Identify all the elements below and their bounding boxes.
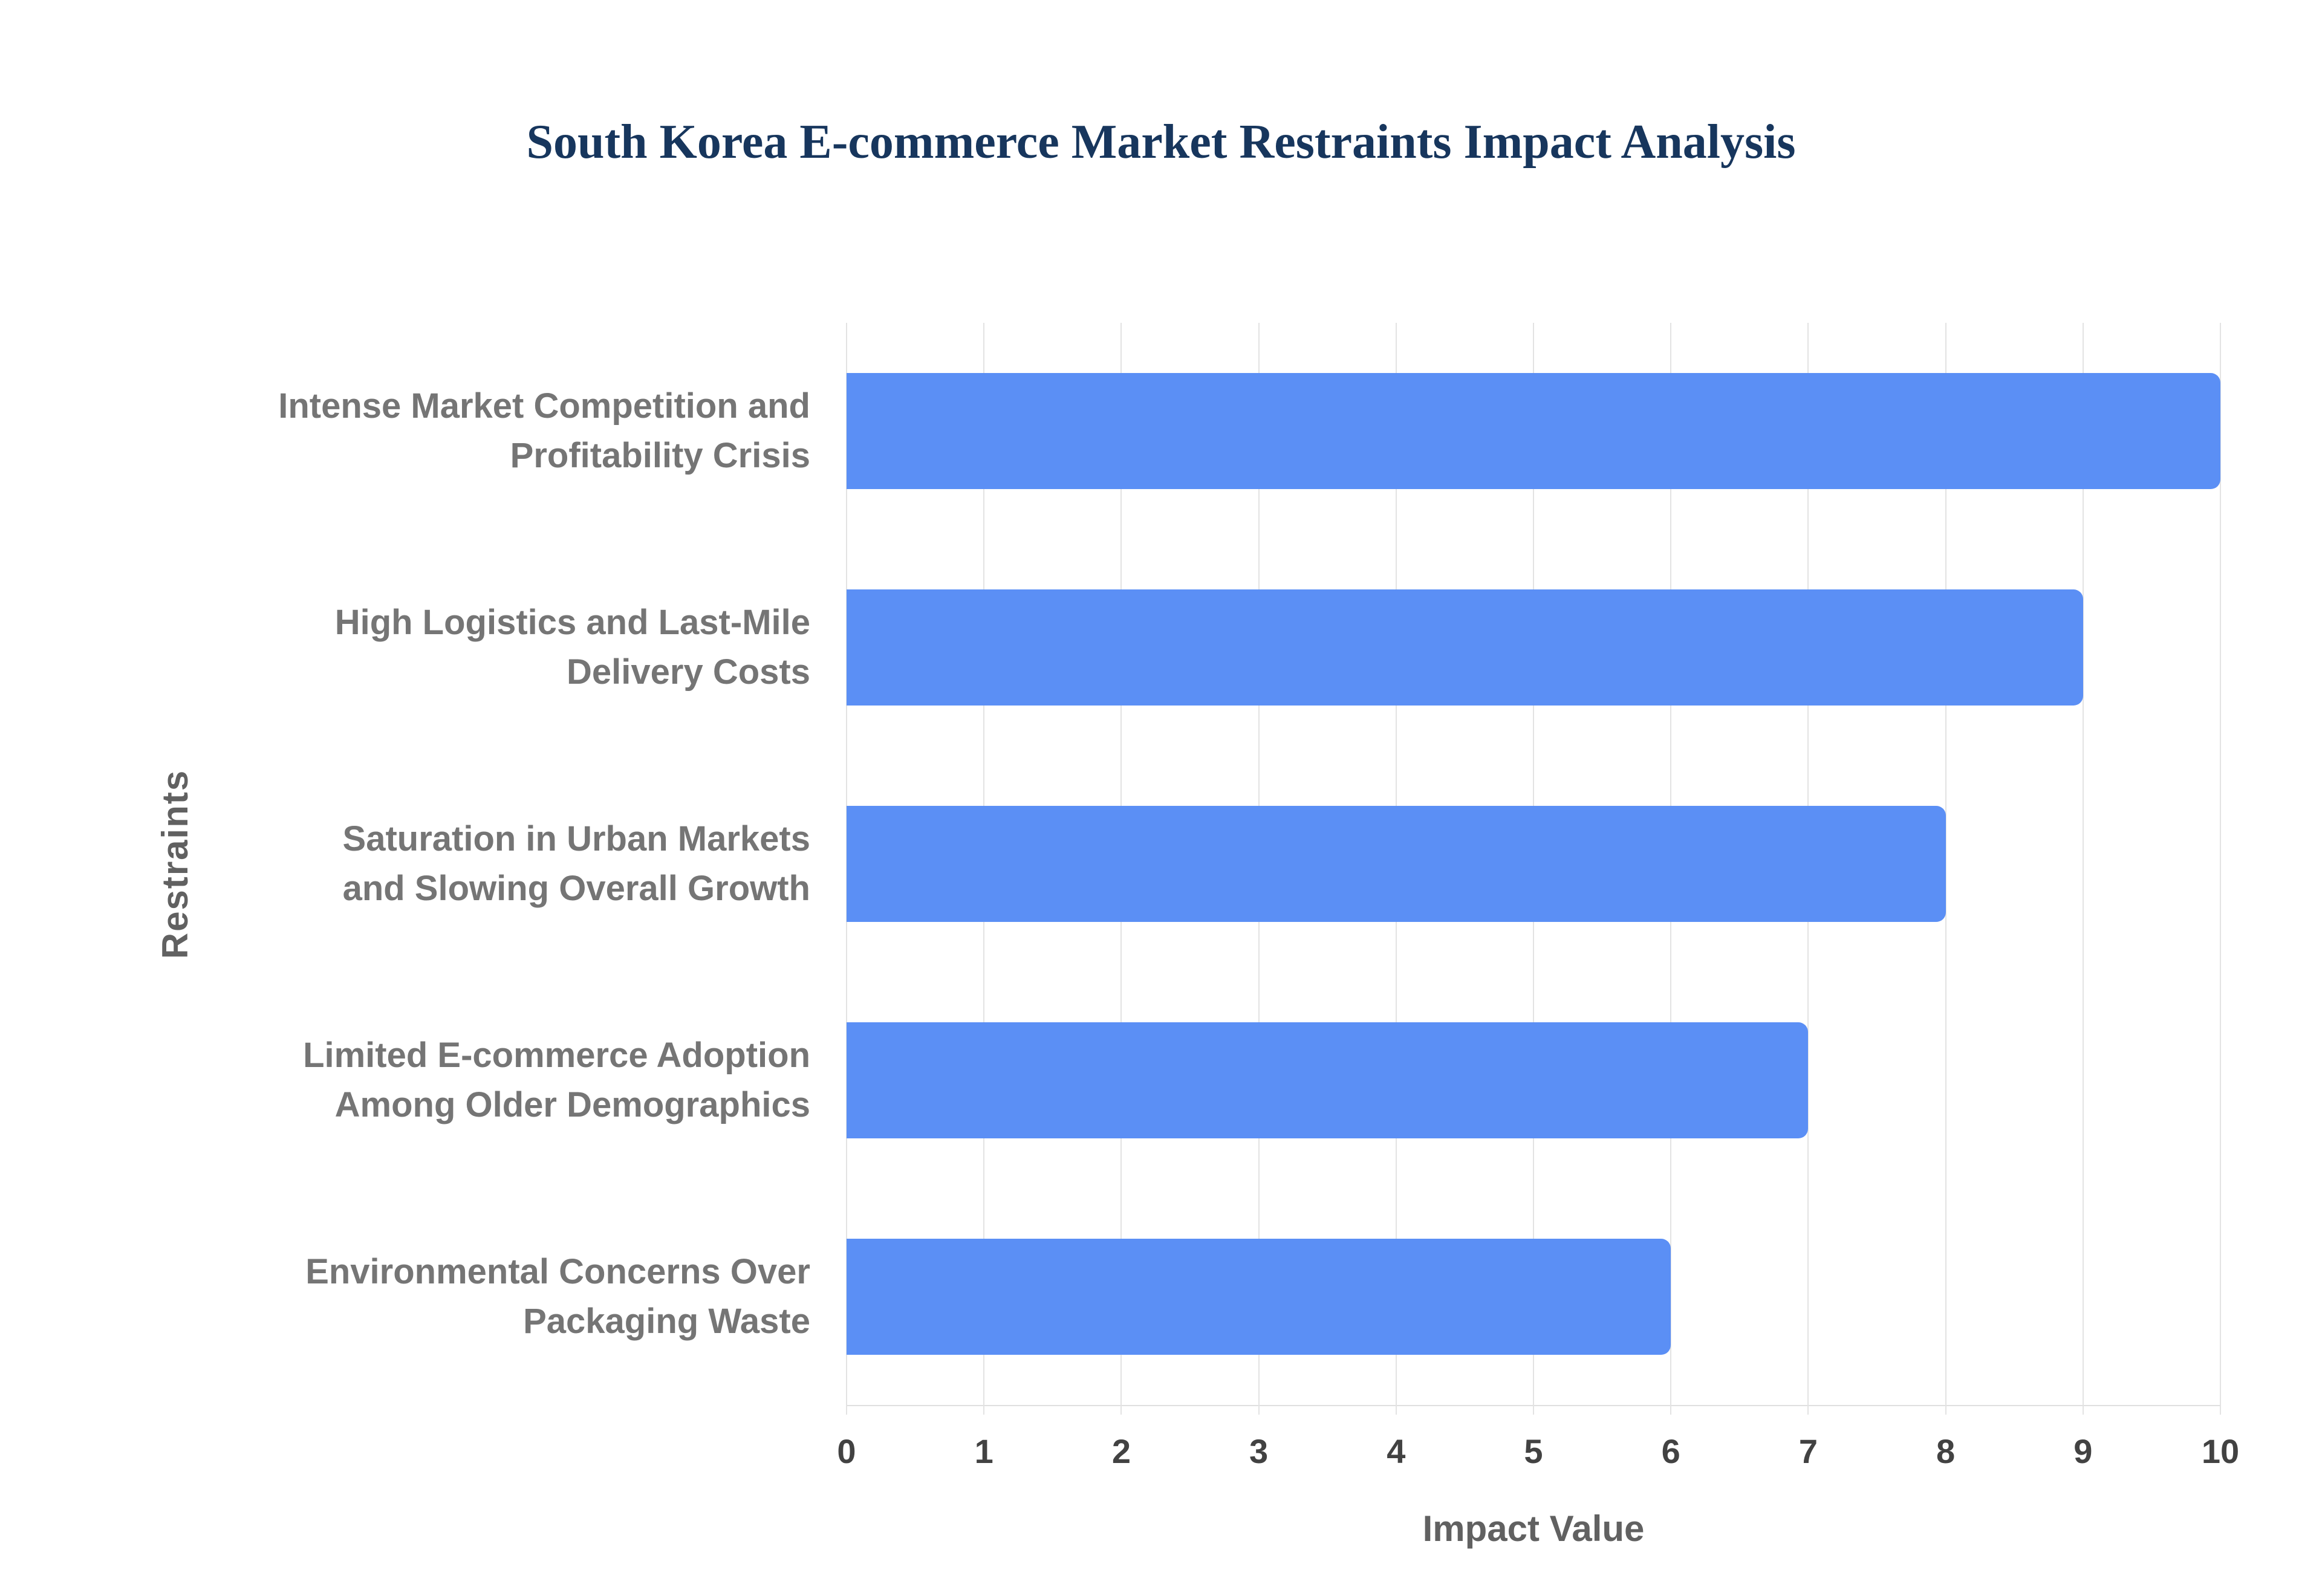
x-tick-label: 10	[2201, 1432, 2240, 1470]
x-tick-label: 1	[974, 1432, 994, 1470]
plot-area	[846, 323, 2221, 1415]
x-tick-label: 4	[1387, 1432, 1406, 1470]
bar-row	[847, 323, 2220, 539]
category-label: Intense Market Competition and Profitabi…	[278, 386, 810, 475]
x-tick-label: 0	[837, 1432, 856, 1470]
bar-row	[847, 1189, 2220, 1405]
y-axis-title: Restraints	[155, 769, 196, 959]
bar-row	[847, 539, 2220, 756]
x-tick-label: 5	[1524, 1432, 1543, 1470]
bar-row	[847, 756, 2220, 972]
y-axis-title-container: Restraints	[121, 323, 230, 1405]
gridline	[2082, 323, 2084, 1415]
bar-2	[847, 806, 1946, 922]
bar-row	[847, 972, 2220, 1189]
category-labels: Intense Market Competition and Profitabi…	[230, 323, 810, 1405]
x-tick-label: 7	[1798, 1432, 1818, 1470]
x-tick-label: 8	[1936, 1432, 1956, 1470]
x-tick-label: 3	[1249, 1432, 1269, 1470]
category-label: Limited E-commerce Adoption Among Older …	[303, 1035, 810, 1124]
x-tick-label: 9	[2073, 1432, 2093, 1470]
gridline	[2220, 323, 2221, 1415]
category-label: Environmental Concerns Over Packaging Wa…	[305, 1251, 810, 1341]
category-label: Saturation in Urban Markets and Slowing …	[342, 819, 810, 908]
bar-1	[847, 589, 2083, 706]
bar-0	[847, 373, 2220, 489]
category-label: High Logistics and Last-Mile Delivery Co…	[334, 602, 810, 692]
bar-3	[847, 1022, 1809, 1138]
x-axis-ticks: 0 1 2 3 4 5 6 7 8 9 10	[837, 1405, 2239, 1484]
x-tick-label: 2	[1111, 1432, 1131, 1470]
x-axis-title: Impact Value	[1422, 1508, 1645, 1549]
gridline	[1945, 323, 1946, 1415]
x-tick-label: 6	[1661, 1432, 1680, 1470]
chart-title: South Korea E-commerce Market Restraints…	[526, 115, 1796, 169]
bar-4	[847, 1239, 1671, 1355]
